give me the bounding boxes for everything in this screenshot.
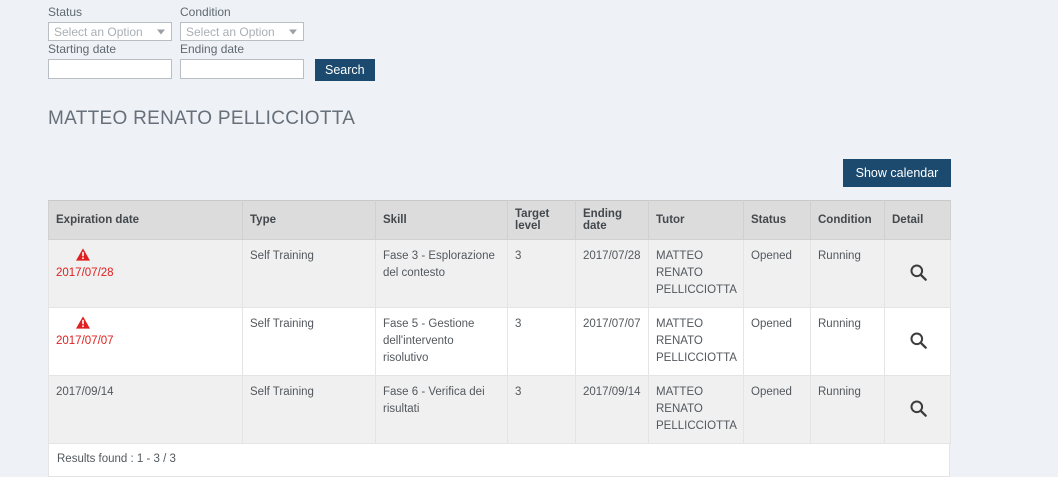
- cell-ending-date: 2017/07/28: [575, 239, 649, 308]
- results-table: Expiration date Type Skill Target level …: [48, 200, 951, 444]
- search-filter-form: Status Select an Option Condition Select…: [48, 4, 375, 81]
- status-select-value: Select an Option: [54, 24, 143, 39]
- table-row[interactable]: 2017/09/14 Self Training Fase 6 - Verifica…: [48, 375, 951, 444]
- cell-ending-date: 2017/07/07: [575, 307, 649, 376]
- ending-date-input[interactable]: [180, 59, 304, 79]
- cell-expiration-date: 2017/09/14: [48, 375, 243, 444]
- warning-icon: [76, 248, 90, 261]
- cell-type: Self Training: [242, 307, 376, 376]
- cell-target-level: 3: [507, 307, 576, 376]
- column-header-target-level[interactable]: Target level: [507, 200, 576, 240]
- search-icon[interactable]: [909, 331, 928, 356]
- cell-type: Self Training: [242, 375, 376, 444]
- cell-target-level: 3: [507, 239, 576, 308]
- cell-skill: Fase 5 - Gestione dell'intervento risolu…: [375, 307, 508, 376]
- results-table-body: 2017/07/28 Self Training Fase 3 - Esploraz…: [48, 239, 951, 444]
- condition-field-group: Condition Select an Option: [180, 4, 304, 41]
- condition-select-value: Select an Option: [186, 24, 275, 39]
- starting-date-field-group: Starting date: [48, 41, 172, 79]
- search-button[interactable]: Search: [315, 59, 375, 81]
- results-table-head: Expiration date Type Skill Target level …: [48, 200, 951, 240]
- cell-expiration-date: 2017/07/28: [48, 239, 243, 308]
- cell-tutor: MATTEO RENATO PELLICCIOTTA: [648, 375, 744, 444]
- search-icon[interactable]: [909, 399, 928, 424]
- cell-status: Opened: [743, 307, 811, 376]
- cell-status: Opened: [743, 375, 811, 444]
- cell-target-level: 3: [507, 375, 576, 444]
- column-header-tutor[interactable]: Tutor: [648, 200, 744, 240]
- results-table-container: Expiration date Type Skill Target level …: [48, 200, 951, 477]
- column-header-type[interactable]: Type: [242, 200, 376, 240]
- condition-select[interactable]: Select an Option: [180, 22, 304, 41]
- show-calendar-button[interactable]: Show calendar: [843, 159, 951, 187]
- chevron-down-icon: [157, 29, 165, 34]
- column-header-skill[interactable]: Skill: [375, 200, 508, 240]
- cell-type: Self Training: [242, 239, 376, 308]
- warning-icon: [76, 316, 90, 329]
- filter-row-dates: Starting date Ending date Search: [48, 41, 375, 81]
- cell-skill: Fase 6 - Verifica dei risultati: [375, 375, 508, 444]
- status-field-group: Status Select an Option: [48, 4, 172, 41]
- ending-date-label: Ending date: [180, 42, 245, 56]
- starting-date-input[interactable]: [48, 59, 172, 79]
- condition-label: Condition: [180, 5, 231, 19]
- cell-detail[interactable]: [884, 307, 951, 376]
- cell-condition: Running: [810, 239, 885, 308]
- cell-status: Opened: [743, 239, 811, 308]
- page-title: MATTEO RENATO PELLICCIOTTA: [48, 108, 356, 129]
- table-row[interactable]: 2017/07/07 Self Training Fase 5 - Gestione…: [48, 307, 951, 376]
- cell-tutor: MATTEO RENATO PELLICCIOTTA: [648, 239, 744, 308]
- cell-tutor: MATTEO RENATO PELLICCIOTTA: [648, 307, 744, 376]
- cell-condition: Running: [810, 375, 885, 444]
- starting-date-label: Starting date: [48, 42, 117, 56]
- column-header-ending-date[interactable]: Ending date: [575, 200, 649, 240]
- search-icon[interactable]: [909, 263, 928, 288]
- column-header-detail[interactable]: Detail: [884, 200, 951, 240]
- table-header-row: Expiration date Type Skill Target level …: [48, 200, 951, 240]
- cell-skill: Fase 3 - Esplorazione del contesto: [375, 239, 508, 308]
- expiration-date-value: 2017/09/14: [56, 386, 114, 398]
- table-row[interactable]: 2017/07/28 Self Training Fase 3 - Esploraz…: [48, 239, 951, 308]
- cell-expiration-date: 2017/07/07: [48, 307, 243, 376]
- cell-detail[interactable]: [884, 239, 951, 308]
- chevron-down-icon: [289, 29, 297, 34]
- ending-date-field-group: Ending date: [180, 41, 304, 79]
- expiration-date-value: 2017/07/28: [56, 267, 114, 279]
- cell-ending-date: 2017/09/14: [575, 375, 649, 444]
- column-header-status[interactable]: Status: [743, 200, 811, 240]
- cell-detail[interactable]: [884, 375, 951, 444]
- column-header-expiration-date[interactable]: Expiration date: [48, 200, 243, 240]
- status-select[interactable]: Select an Option: [48, 22, 172, 41]
- expiration-date-value: 2017/07/07: [56, 335, 114, 347]
- column-header-condition[interactable]: Condition: [810, 200, 885, 240]
- status-label: Status: [48, 5, 83, 19]
- cell-condition: Running: [810, 307, 885, 376]
- filter-row-selects: Status Select an Option Condition Select…: [48, 4, 375, 41]
- results-count-footer: Results found : 1 - 3 / 3: [48, 444, 950, 477]
